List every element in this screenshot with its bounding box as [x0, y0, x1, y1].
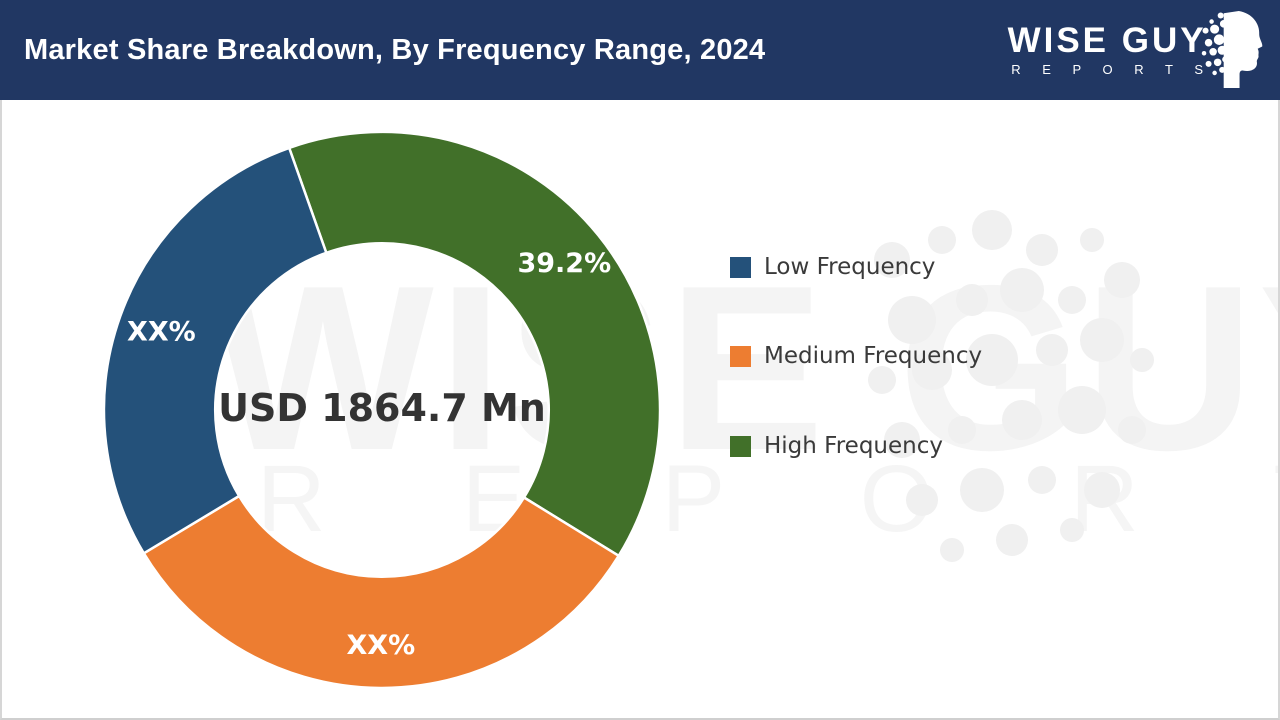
logo-text: WISE GUY R E P O R T S [1002, 23, 1212, 77]
legend-item-medium-frequency: Medium Frequency [730, 343, 983, 370]
slice-label-low-frequency: XX% [127, 316, 196, 347]
donut-slice-low-frequency [102, 146, 328, 555]
slice-label-medium-frequency: XX% [346, 630, 415, 661]
legend-item-high-frequency: High Frequency [730, 432, 982, 459]
legend-swatch-icon [730, 257, 751, 279]
donut-slice-high-frequency [287, 130, 662, 558]
chart-legend: Low Frequency Medium Frequency High Freque… [730, 254, 983, 523]
center-value-label: USD 1864.7 Mn [218, 386, 546, 430]
watermark-face-dots [868, 210, 1154, 562]
legend-label: Low Frequency [764, 254, 936, 280]
logo-wordmark: WISE GUY [1007, 21, 1207, 60]
donut-slice-medium-frequency [142, 494, 620, 690]
face-profile-icon [1198, 6, 1266, 95]
wise-guy-reports-logo: WISE GUY R E P O R T S [1002, 6, 1266, 95]
page-title: Market Share Breakdown, By Frequency Ran… [24, 33, 766, 66]
donut-chart: 39.2% XX% XX% [102, 130, 662, 690]
legend-swatch-icon [730, 435, 751, 457]
slice-label-high-frequency: 39.2% [517, 248, 611, 279]
header-bar: Market Share Breakdown, By Frequency Ran… [0, 0, 1280, 100]
legend-swatch-icon [730, 346, 751, 368]
chart-canvas: WISE GUY R E P O R T S 39.2%XX%XX% USD 1… [0, 100, 1280, 720]
logo-subtitle: R E P O R T S [1011, 62, 1212, 77]
legend-item-low-frequency: Low Frequency [730, 254, 982, 280]
legend-label: Medium Frequency [764, 343, 983, 370]
legend-label: High Frequency [764, 432, 943, 459]
